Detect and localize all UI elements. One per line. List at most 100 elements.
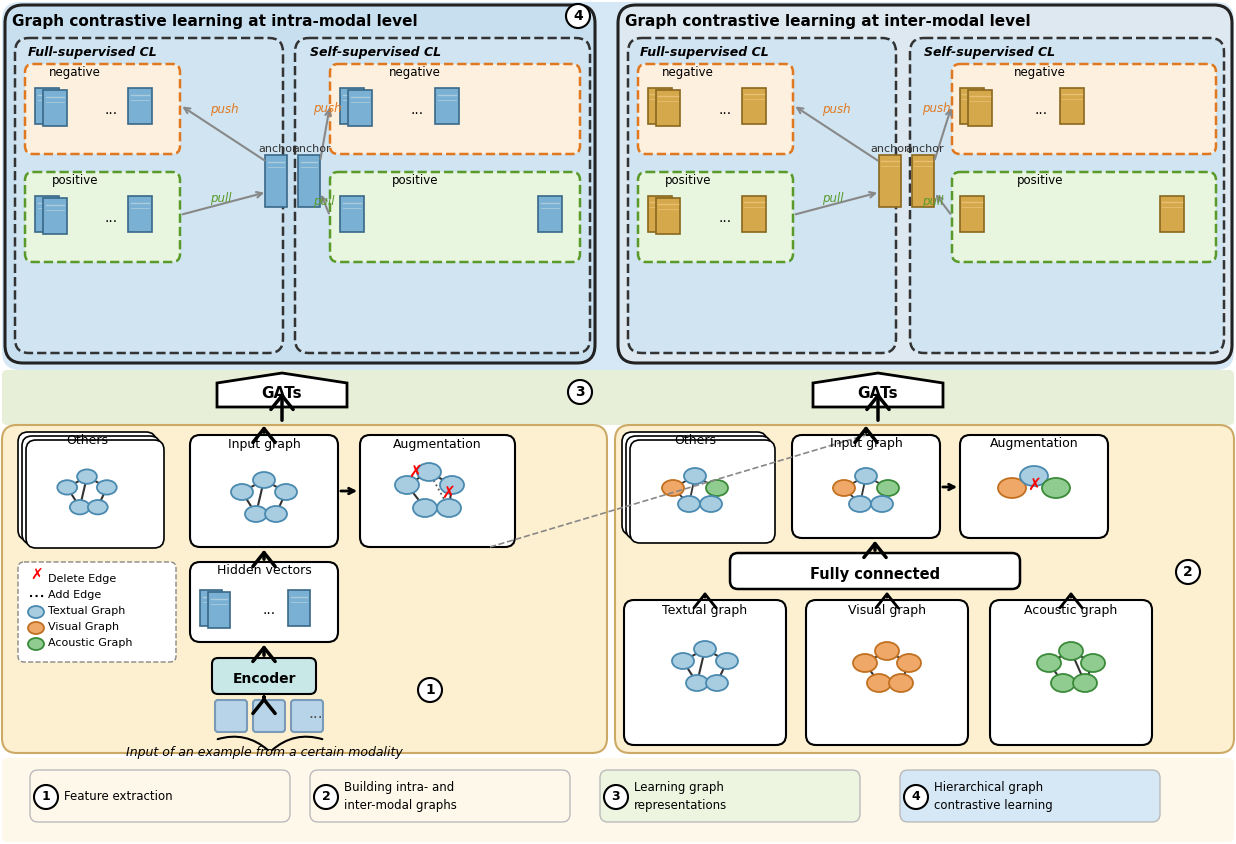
FancyBboxPatch shape [2, 2, 1234, 370]
Text: ...: ... [262, 603, 276, 617]
FancyBboxPatch shape [15, 38, 283, 353]
Text: ...: ... [1035, 103, 1048, 117]
Ellipse shape [997, 478, 1026, 498]
Ellipse shape [440, 476, 464, 494]
Ellipse shape [96, 480, 116, 495]
Text: positive: positive [392, 174, 439, 187]
Circle shape [566, 4, 590, 28]
FancyBboxPatch shape [200, 590, 222, 626]
Text: anchor: anchor [258, 144, 297, 154]
Text: Add Edge: Add Edge [48, 590, 101, 600]
Ellipse shape [88, 500, 108, 514]
FancyBboxPatch shape [960, 196, 984, 232]
FancyBboxPatch shape [656, 90, 680, 126]
Text: Encoder: Encoder [232, 672, 295, 686]
FancyBboxPatch shape [792, 435, 941, 538]
FancyBboxPatch shape [310, 770, 570, 822]
Text: Graph contrastive learning at intra-modal level: Graph contrastive learning at intra-moda… [12, 14, 418, 29]
Text: Input graph: Input graph [829, 437, 902, 450]
Text: Visual Graph: Visual Graph [48, 622, 119, 632]
FancyBboxPatch shape [2, 370, 1234, 425]
Ellipse shape [28, 606, 44, 618]
Text: ...: ... [105, 103, 119, 117]
Text: Full-supervised CL: Full-supervised CL [640, 46, 769, 59]
Text: 4: 4 [912, 791, 921, 803]
Ellipse shape [253, 472, 274, 488]
Text: Input graph: Input graph [227, 438, 300, 451]
FancyBboxPatch shape [616, 425, 1234, 753]
FancyBboxPatch shape [208, 592, 230, 628]
Ellipse shape [693, 641, 716, 657]
Ellipse shape [28, 638, 44, 650]
FancyBboxPatch shape [330, 64, 580, 154]
Text: Visual graph: Visual graph [848, 604, 926, 617]
Circle shape [314, 785, 337, 809]
Text: Others: Others [66, 434, 108, 447]
FancyBboxPatch shape [638, 64, 794, 154]
Ellipse shape [1051, 674, 1075, 692]
FancyBboxPatch shape [742, 88, 766, 124]
Text: 4: 4 [574, 9, 583, 23]
FancyBboxPatch shape [129, 196, 152, 232]
FancyBboxPatch shape [656, 198, 680, 234]
FancyBboxPatch shape [290, 700, 323, 732]
FancyBboxPatch shape [129, 88, 152, 124]
Ellipse shape [265, 506, 287, 522]
Ellipse shape [866, 674, 891, 692]
Text: Graph contrastive learning at inter-modal level: Graph contrastive learning at inter-moda… [625, 14, 1031, 29]
Text: push: push [922, 102, 950, 115]
Circle shape [904, 785, 928, 809]
FancyBboxPatch shape [638, 172, 794, 262]
Ellipse shape [1042, 478, 1070, 498]
Text: Augmentation: Augmentation [393, 438, 481, 451]
FancyBboxPatch shape [298, 155, 320, 207]
FancyBboxPatch shape [340, 88, 363, 124]
Text: negative: negative [662, 66, 714, 79]
FancyBboxPatch shape [599, 770, 860, 822]
Ellipse shape [897, 654, 921, 672]
Ellipse shape [1037, 654, 1060, 672]
Text: Acoustic Graph: Acoustic Graph [48, 638, 132, 648]
FancyBboxPatch shape [960, 435, 1107, 538]
Text: Delete Edge: Delete Edge [48, 574, 116, 584]
Text: pull: pull [922, 195, 943, 208]
Text: Full-supervised CL: Full-supervised CL [28, 46, 157, 59]
FancyBboxPatch shape [190, 435, 337, 547]
Text: negative: negative [389, 66, 441, 79]
Text: ✗: ✗ [441, 484, 455, 502]
Text: anchor: anchor [870, 144, 908, 154]
Ellipse shape [706, 480, 728, 496]
FancyBboxPatch shape [26, 440, 164, 548]
Polygon shape [218, 373, 347, 407]
Text: positive: positive [665, 174, 711, 187]
Ellipse shape [274, 484, 297, 500]
Text: push: push [822, 103, 850, 116]
Text: ...: ... [718, 103, 732, 117]
Ellipse shape [855, 468, 878, 484]
Ellipse shape [70, 500, 90, 514]
FancyBboxPatch shape [648, 196, 672, 232]
Text: positive: positive [1017, 174, 1063, 187]
FancyBboxPatch shape [213, 658, 316, 694]
FancyBboxPatch shape [5, 5, 595, 363]
FancyBboxPatch shape [900, 770, 1161, 822]
Ellipse shape [438, 499, 461, 517]
Text: ✗: ✗ [408, 463, 421, 481]
FancyBboxPatch shape [35, 196, 59, 232]
Text: positive: positive [52, 174, 98, 187]
Text: Self-supervised CL: Self-supervised CL [310, 46, 441, 59]
Ellipse shape [686, 675, 708, 691]
FancyBboxPatch shape [910, 38, 1224, 353]
Text: Acoustic graph: Acoustic graph [1025, 604, 1117, 617]
FancyBboxPatch shape [25, 64, 180, 154]
Text: 2: 2 [1183, 565, 1193, 579]
FancyBboxPatch shape [340, 196, 363, 232]
FancyBboxPatch shape [630, 440, 775, 543]
Text: 3: 3 [612, 791, 620, 803]
Text: Others: Others [674, 434, 716, 447]
Text: Input of an example from a certain modality: Input of an example from a certain modal… [126, 746, 403, 759]
Circle shape [35, 785, 58, 809]
FancyBboxPatch shape [879, 155, 901, 207]
Text: 1: 1 [42, 791, 51, 803]
FancyBboxPatch shape [35, 88, 59, 124]
